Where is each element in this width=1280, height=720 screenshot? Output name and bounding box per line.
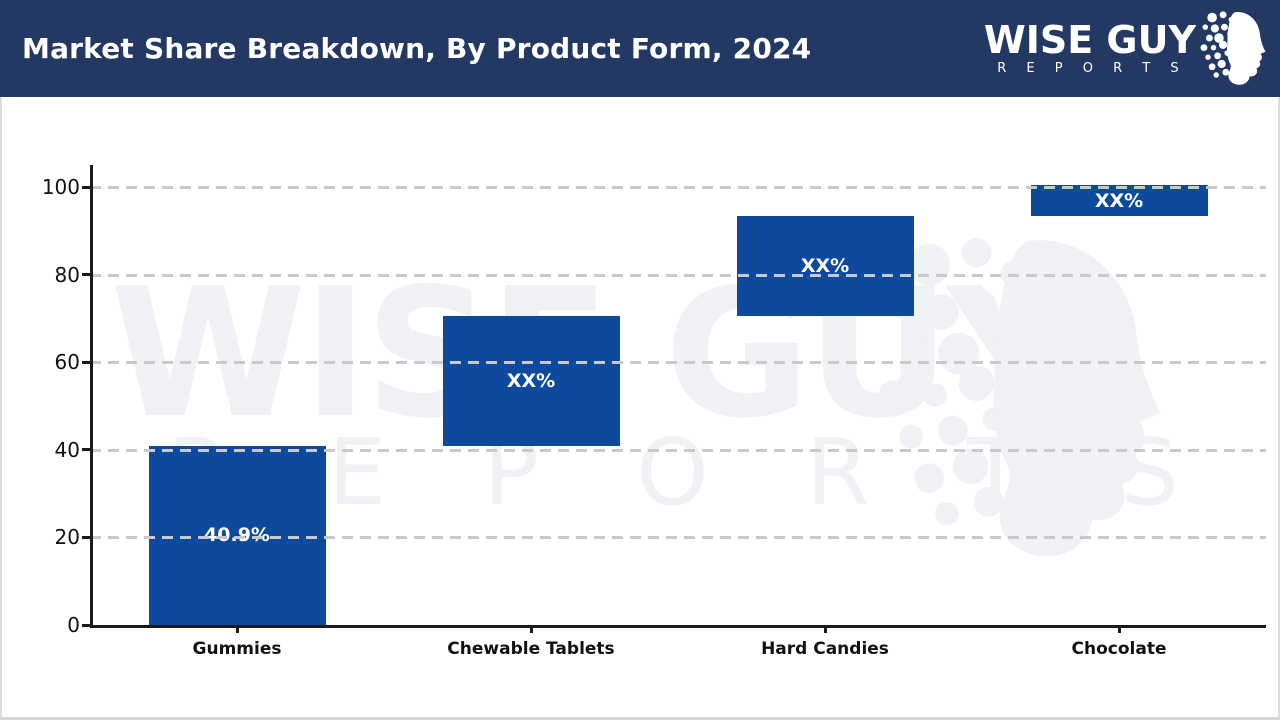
x-tick-label-hard-candies: Hard Candies [761, 639, 889, 659]
y-tick-mark-20 [82, 535, 90, 539]
x-tick-label-chewable-tablets: Chewable Tablets [447, 639, 615, 659]
x-tick-mark-chewable-tablets [529, 625, 533, 633]
y-tick-label-40: 40 [54, 437, 80, 462]
wiseguy-logo: WISE GUY R E P O R T S [984, 8, 1270, 90]
x-tick-mark-gummies [235, 625, 239, 633]
y-tick-mark-80 [82, 273, 90, 277]
header-banner: Market Share Breakdown, By Product Form,… [0, 0, 1280, 97]
y-tick-mark-60 [82, 360, 90, 364]
x-tick-mark-chocolate [1117, 625, 1121, 633]
gridline-20 [90, 536, 1266, 540]
wiseguy-logo-subtitle: R E P O R T S [997, 61, 1187, 76]
bar-value-label-chocolate: XX% [1094, 189, 1144, 212]
gridline-100 [90, 186, 1266, 189]
y-tick-label-60: 60 [54, 350, 80, 375]
bar-value-label-hard-candies: XX% [800, 255, 850, 278]
wiseguy-logo-name: WISE GUY [983, 18, 1196, 62]
x-tick-label-chocolate: Chocolate [1071, 639, 1167, 659]
bar-value-label-gummies: 40.9% [204, 524, 270, 546]
bar-gummies: 40.9% [148, 445, 326, 625]
bar-value-label-chewable-tablets: XX% [506, 370, 556, 393]
y-tick-label-20: 20 [54, 525, 80, 550]
chart-region: WISE GUY R E P O R T S 40.9%GummiesXX%Ch… [0, 97, 1280, 720]
wiseguy-face-icon [1198, 8, 1270, 90]
y-tick-mark-0 [82, 623, 90, 627]
x-tick-mark-hard-candies [823, 625, 827, 633]
y-tick-label-0: 0 [67, 613, 80, 637]
y-axis-spine [90, 165, 93, 628]
wiseguy-logo-text: WISE GUY R E P O R T S [984, 21, 1196, 76]
bar-chewable-tablets: XX% [442, 316, 620, 446]
x-tick-label-gummies: Gummies [192, 639, 282, 659]
y-tick-mark-100 [82, 185, 90, 189]
x-axis-spine [90, 625, 1266, 628]
gridline-60 [90, 361, 1266, 365]
gridline-80 [90, 273, 1266, 277]
y-tick-mark-40 [82, 448, 90, 452]
bar-hard-candies: XX% [736, 216, 914, 317]
y-tick-label-100: 100 [41, 175, 80, 199]
bar-chocolate: XX% [1030, 185, 1208, 217]
chart-title: Market Share Breakdown, By Product Form,… [22, 32, 812, 65]
gridline-40 [90, 448, 1266, 452]
y-tick-label-80: 80 [54, 262, 80, 287]
